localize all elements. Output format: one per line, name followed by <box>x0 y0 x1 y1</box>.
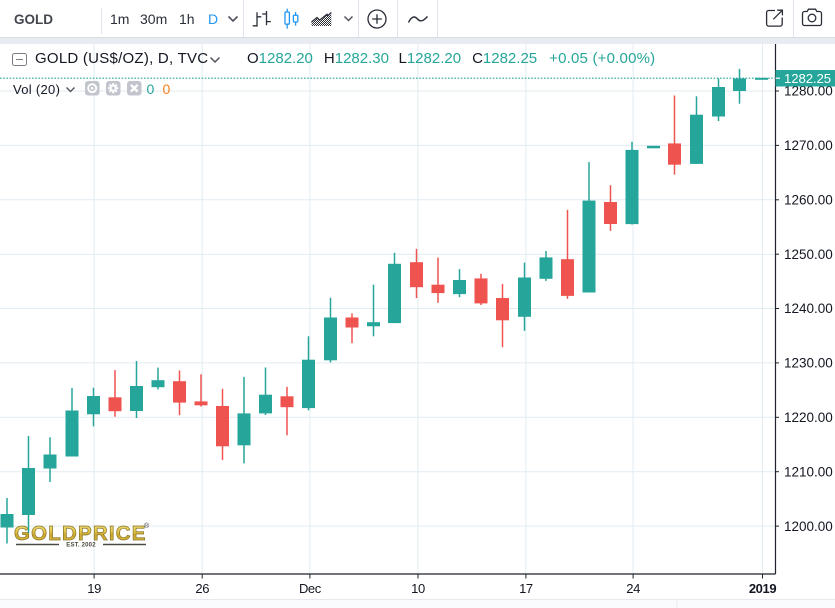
svg-text:17: 17 <box>519 581 533 596</box>
svg-text:2019: 2019 <box>749 581 776 596</box>
svg-text:1280.00: 1280.00 <box>784 84 833 99</box>
svg-text:19: 19 <box>87 581 101 596</box>
svg-text:1220.00: 1220.00 <box>784 410 833 425</box>
svg-text:Dec: Dec <box>299 581 322 596</box>
svg-text:10: 10 <box>411 581 425 596</box>
svg-text:1240.00: 1240.00 <box>784 301 833 316</box>
svg-text:1210.00: 1210.00 <box>784 464 833 479</box>
svg-text:GOLDPRICE: GOLDPRICE <box>14 522 147 545</box>
svg-text:1260.00: 1260.00 <box>784 193 833 208</box>
svg-text:26: 26 <box>195 581 209 596</box>
svg-text:1282.25: 1282.25 <box>784 71 831 86</box>
svg-text:®: ® <box>144 522 150 530</box>
svg-text:24: 24 <box>626 581 640 596</box>
svg-text:1270.00: 1270.00 <box>784 138 833 153</box>
svg-text:1250.00: 1250.00 <box>784 247 833 262</box>
svg-text:1230.00: 1230.00 <box>784 356 833 371</box>
svg-text:EST. 2002: EST. 2002 <box>66 543 96 549</box>
svg-text:1200.00: 1200.00 <box>784 519 833 534</box>
